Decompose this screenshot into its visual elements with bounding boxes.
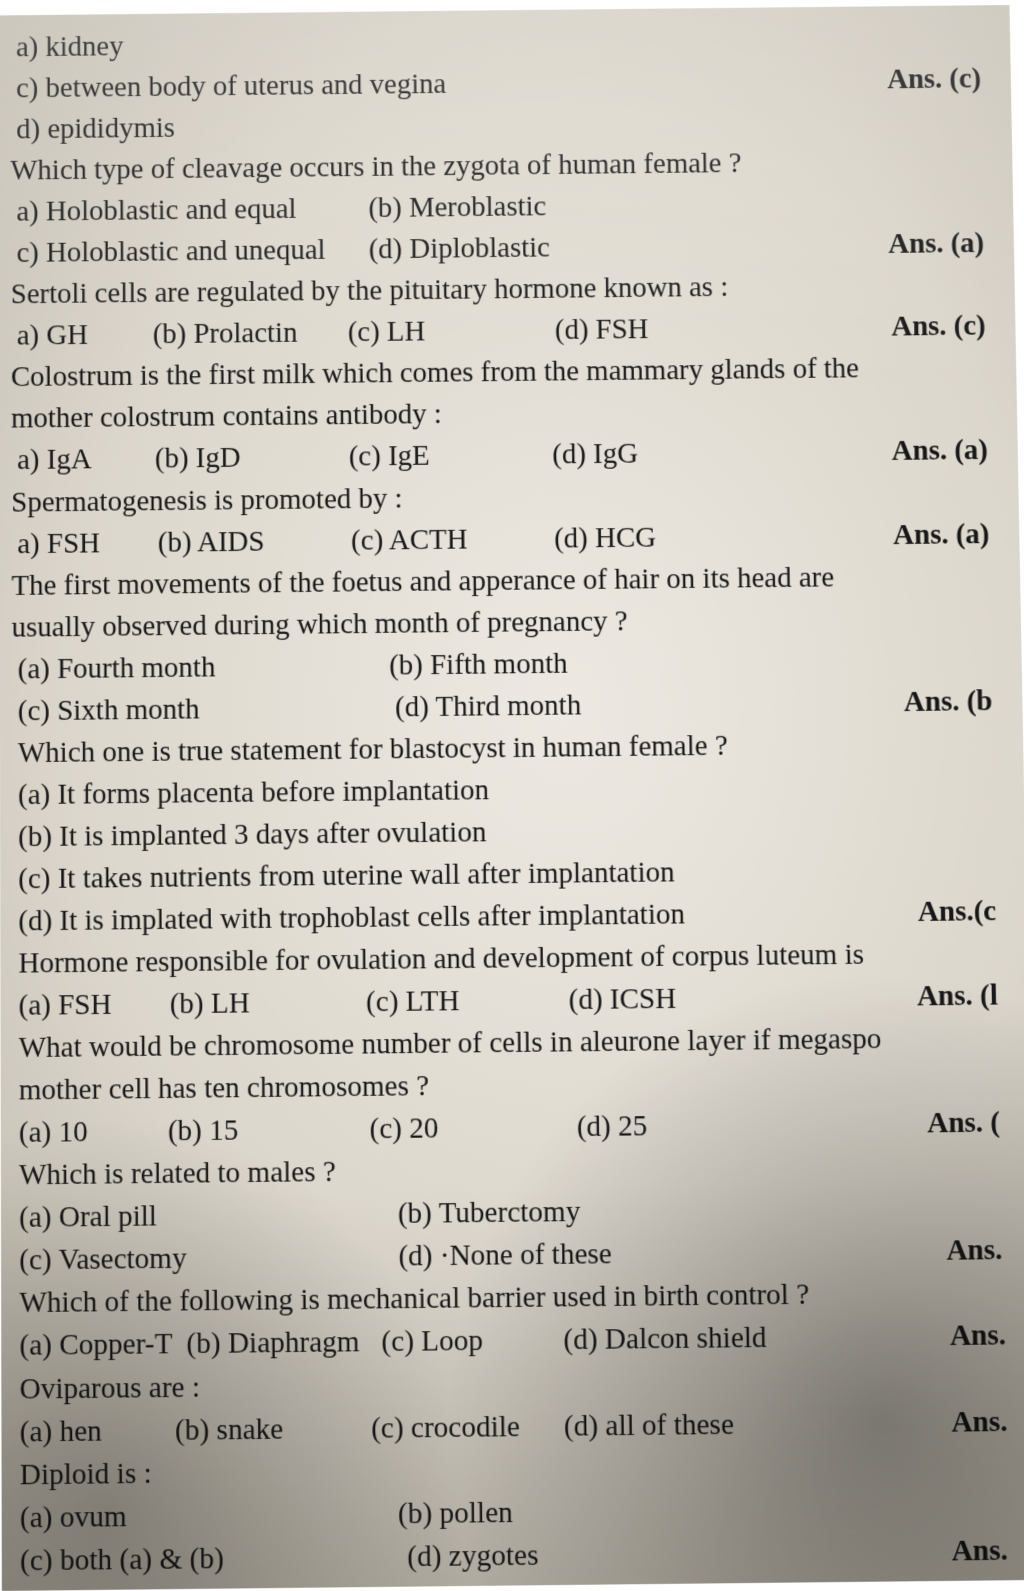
line-text: Which of the following is mechanical bar… [19,1279,809,1320]
line-text: a) FSH (b) AIDS (c) ACTH (d) HCG [17,521,656,559]
line-text: Which is related to males ? [19,1156,336,1192]
answer-label: Ans. [951,1529,1008,1573]
line-text: c) Holoblastic and unequal (d) Diploblas… [17,232,551,269]
answer-label: Ans. (a) [888,223,985,265]
line-text: mother colostrum contains antibody : [11,399,442,435]
line-text: What would be chromosome number of cells… [19,1023,882,1064]
line-text: (c) Sixth month (d) Third month [18,689,582,727]
answer-label: Ans. ( [927,1102,1001,1145]
line-text: (a) 10 (b) 15 (c) 20 (d) 25 [19,1110,648,1149]
line-text: d) epididymis [16,112,175,145]
answer-label: Ans. (a) [893,513,990,556]
line-text: Sertoli cells are regulated by the pitui… [11,272,729,311]
line-text: (a) FSH (b) LH (c) LTH (d) ICSH [19,983,677,1022]
line-text: mother cell has ten chromosomes ? [19,1070,429,1107]
line-text: The first movements of the foetus and ap… [11,561,834,601]
line-text: (a) It forms placenta before implantatio… [18,774,489,811]
answer-label: Ans. [951,1400,1008,1443]
answer-label: Ans. (c) [891,305,986,347]
line-text: a) IgA (b) IgD (c) IgE (d) IgG [17,438,638,476]
answer-label: Ans. [950,1314,1007,1357]
line-text: a) GH (b) Prolactin (c) LH (d) FSH [17,314,649,352]
line-text: Colostrum is the first milk which comes … [11,353,859,393]
line-text: (a) Fourth month (b) Fifth month [18,648,568,686]
line-text: (d) It is implated with trophoblast cell… [18,898,685,937]
line-text: (a) Copper-T (b) Diaphragm (c) Loop (d) … [19,1322,766,1362]
answer-label: Ans. (b [904,680,993,723]
line-text: usually observed during which month of p… [12,605,628,643]
line-text: a) Holoblastic and equal (b) Meroblastic [16,191,546,228]
line-text: (a) hen (b) snake (c) crocodile (d) all … [20,1408,734,1448]
answer-label: Ans. [946,1229,1003,1272]
answer-label: Ans. (a) [891,430,988,473]
answer-label: Ans.(c [918,890,997,933]
text-line: (c) both (a) & (b) (d) zygotes Ans. [20,1529,1010,1583]
line-text: Which type of cleavage occurs in the zyg… [10,148,741,187]
line-text: (c) Vasectomy (d) ·None of these [19,1238,612,1277]
line-text: Spermatogenesis is promoted by : [11,482,402,518]
line-text: (c) both (a) & (b) (d) zygotes [20,1539,539,1577]
line-text: (b) It is implanted 3 days after ovulati… [18,816,486,853]
line-text: c) between body of uterus and vegina [16,68,446,104]
question-text-block: a) kidney c) between body of uterus and v… [16,17,1010,1582]
scanned-page: a) kidney c) between body of uterus and v… [0,5,1024,1591]
line-text: Oviparous are : [20,1371,201,1405]
line-text: (a) ovum (b) pollen [20,1496,513,1534]
line-text: Diploid is : [20,1457,152,1491]
answer-label: Ans. (l [917,974,999,1017]
line-text: (c) It takes nutrients from uterine wall… [18,856,675,895]
line-text: (a) Oral pill (b) Tuberctomy [19,1196,580,1234]
line-text: Hormone responsible for ovulation and de… [18,939,864,980]
line-text: Which one is true statement for blastocy… [18,730,728,769]
answer-label: Ans. (c) [887,58,982,100]
line-text: a) kidney [16,31,124,63]
